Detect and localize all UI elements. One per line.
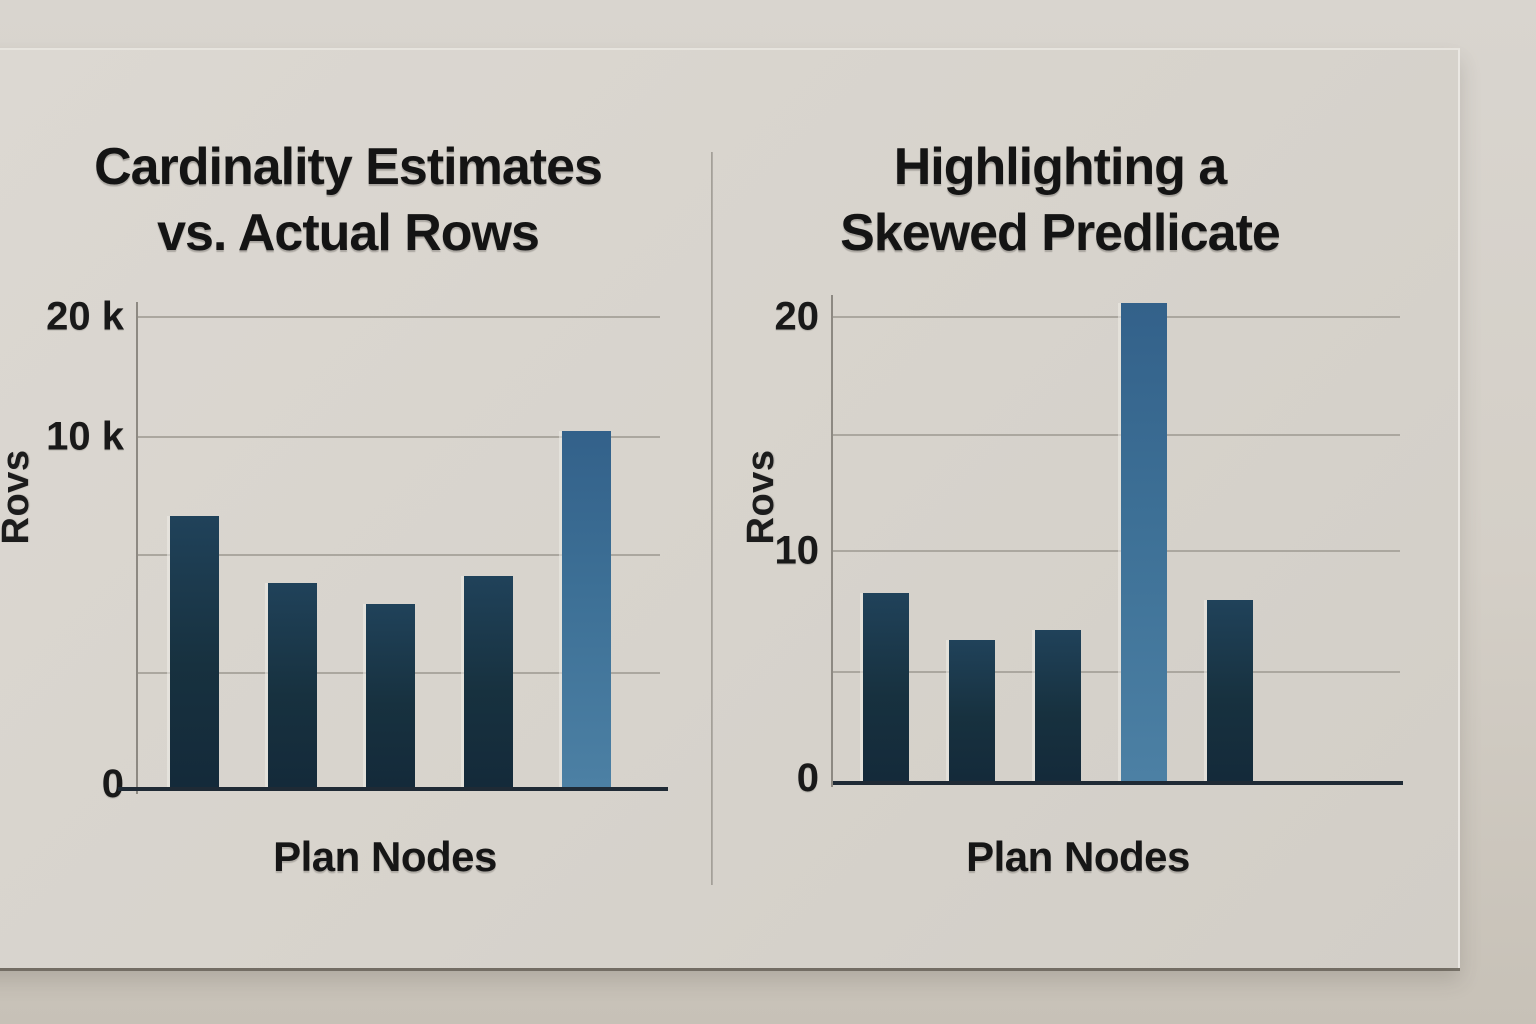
highlighted-bar [562, 431, 611, 787]
chart-title-line: Skewed Predlicate [840, 204, 1281, 262]
x-axis-line [833, 781, 1403, 785]
bar [268, 582, 317, 787]
chart-title-line: vs. Actual Rows [157, 204, 540, 262]
x-axis-label: Plan Nodes [966, 833, 1190, 880]
gridline [138, 316, 660, 318]
y-axis-line [831, 295, 833, 787]
bar [949, 639, 995, 781]
chart-title-line: Cardinality Estimates [94, 138, 603, 196]
bar [1207, 600, 1253, 781]
y-tick-label: 20 [774, 294, 820, 339]
y-axis-label: Rovs [0, 449, 37, 545]
y-tick-label: 20 k [46, 294, 124, 339]
x-axis-label: Plan Nodes [273, 833, 497, 880]
bar [863, 593, 909, 781]
x-axis-line [118, 787, 668, 791]
gridline [833, 315, 1400, 318]
chart-card: Cardinality Estimates vs. Actual Rows Ro… [0, 48, 1460, 968]
y-axis-line [136, 302, 138, 794]
bar [366, 603, 415, 787]
y-tick-label-zero: 0 [796, 756, 819, 800]
bar [464, 575, 513, 787]
y-tick-label: 10 k [46, 414, 124, 459]
gridline [833, 434, 1400, 437]
gridline [138, 553, 660, 556]
chart-title: Highlighting a Skewed Predlicate [770, 134, 1350, 266]
plot-area: 20 k 10 k 0 [46, 295, 660, 806]
bar [170, 515, 219, 787]
y-tick-label-zero: 0 [101, 762, 124, 806]
y-tick-label: 10 [774, 528, 820, 573]
bar [1035, 630, 1081, 781]
gridline [833, 670, 1400, 673]
highlighted-bar [1121, 303, 1167, 781]
panel-divider [711, 152, 713, 885]
chart-title-line: Highlighting a [893, 138, 1228, 196]
gridline [138, 435, 660, 438]
plot-area: 20 10 0 [775, 294, 1400, 800]
chart-title: Cardinality Estimates vs. Actual Rows [48, 134, 648, 266]
gridline [833, 550, 1400, 553]
